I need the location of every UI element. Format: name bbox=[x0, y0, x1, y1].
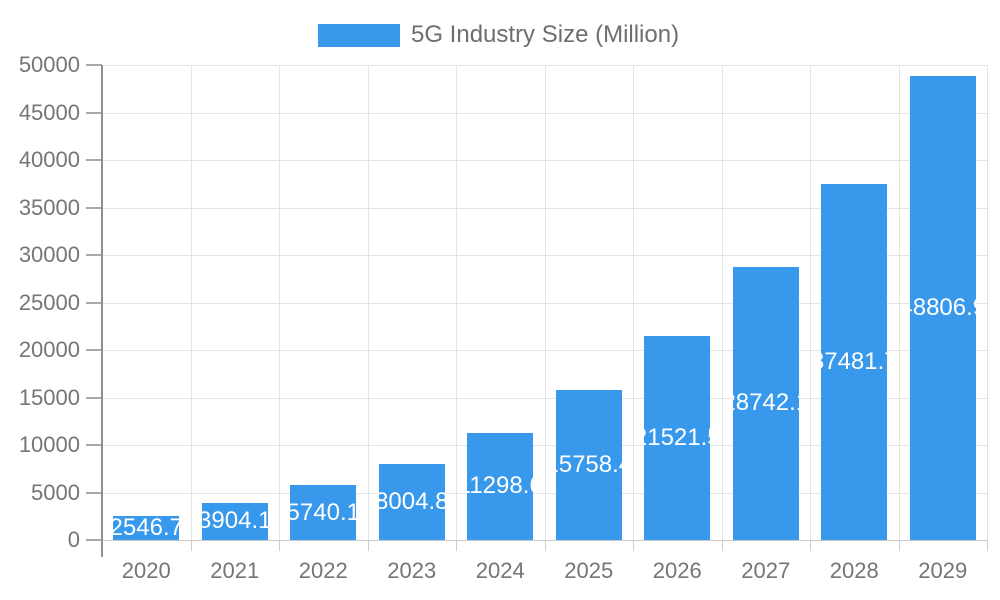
bar-value-label: 11298.6 bbox=[467, 472, 533, 500]
bar-value-label: 2546.7 bbox=[113, 515, 180, 540]
x-gridline bbox=[544, 65, 546, 540]
legend-swatch bbox=[318, 23, 400, 47]
y-axis-tick bbox=[86, 159, 102, 161]
x-gridline bbox=[810, 65, 811, 540]
x-axis-tick bbox=[987, 540, 988, 551]
x-axis-label: 2024 bbox=[475, 558, 525, 583]
y-axis-label: 0 bbox=[67, 527, 80, 552]
y-axis-tick bbox=[86, 206, 102, 209]
x-axis-tick bbox=[544, 540, 546, 551]
y-axis-tick bbox=[86, 349, 102, 351]
bar-value-label: 37481.7 bbox=[821, 347, 887, 375]
y-axis-label: 5000 bbox=[31, 479, 80, 505]
x-axis-label: 2026 bbox=[652, 558, 702, 583]
x-axis-label: 2023 bbox=[387, 558, 437, 583]
y-axis-label: 15000 bbox=[18, 384, 80, 410]
bar-2029[interactable]: 48806.9 bbox=[909, 76, 976, 540]
bar-value-label: 48806.9 bbox=[910, 294, 976, 322]
y-axis-label: 50000 bbox=[18, 52, 80, 77]
x-axis-tick bbox=[190, 540, 192, 551]
y-axis-tick bbox=[86, 254, 102, 256]
x-axis-label: 2021 bbox=[210, 558, 260, 583]
x-gridline bbox=[987, 65, 988, 540]
x-gridline bbox=[456, 65, 457, 540]
y-axis-tick bbox=[86, 444, 102, 446]
bar-value-label: 3904.1 bbox=[201, 507, 268, 535]
y-axis-label: 25000 bbox=[18, 289, 80, 315]
y-axis-label: 45000 bbox=[18, 99, 80, 125]
bar-2023[interactable]: 8004.8 bbox=[378, 463, 445, 540]
x-axis-tick bbox=[721, 540, 723, 551]
x-axis-label: 2022 bbox=[298, 558, 348, 583]
y-axis-label: 40000 bbox=[18, 147, 80, 172]
x-axis-tick bbox=[633, 540, 634, 551]
x-axis-label: 2025 bbox=[564, 558, 614, 583]
x-axis-tick bbox=[279, 540, 280, 551]
bar-2027[interactable]: 28742.1 bbox=[732, 266, 799, 540]
y-axis-tick bbox=[86, 111, 102, 114]
bar-2022[interactable]: 5740.1 bbox=[290, 485, 357, 540]
y-axis-tick bbox=[86, 491, 102, 494]
bar-2020[interactable]: 2546.7 bbox=[113, 515, 180, 540]
x-axis-tick bbox=[898, 540, 900, 551]
x-gridline bbox=[190, 65, 192, 540]
x-axis-label: 2020 bbox=[121, 558, 171, 583]
x-gridline bbox=[633, 65, 634, 540]
x-axis-label: 2029 bbox=[918, 558, 968, 583]
y-axis-label: 20000 bbox=[18, 337, 80, 362]
bar-2021[interactable]: 3904.1 bbox=[201, 502, 268, 540]
bar-2025[interactable]: 15758.4 bbox=[555, 390, 622, 540]
y-axis-line bbox=[101, 65, 103, 557]
y-axis-label: 30000 bbox=[18, 242, 80, 267]
x-gridline bbox=[898, 65, 900, 540]
bar-2026[interactable]: 21521.5 bbox=[644, 335, 711, 540]
bar-value-label: 15758.4 bbox=[556, 451, 622, 479]
x-axis-tick bbox=[456, 540, 457, 551]
y-axis-tick bbox=[86, 539, 102, 541]
x-axis-label: 2028 bbox=[829, 558, 879, 583]
bar-value-label: 8004.8 bbox=[378, 487, 445, 515]
y-axis-tick bbox=[86, 301, 102, 304]
x-axis-tick bbox=[367, 540, 369, 551]
legend-item[interactable]: 5G Industry Size (Million) bbox=[318, 21, 679, 49]
y-axis-label: 10000 bbox=[18, 432, 80, 457]
bar-value-label: 5740.1 bbox=[290, 498, 357, 526]
x-gridline bbox=[279, 65, 280, 540]
x-gridline bbox=[721, 65, 723, 540]
y-axis-tick bbox=[86, 64, 102, 66]
legend-label: 5G Industry Size (Million) bbox=[411, 21, 680, 48]
bar-2028[interactable]: 37481.7 bbox=[821, 183, 888, 540]
bar-value-label: 28742.1 bbox=[733, 389, 799, 417]
x-axis-label: 2027 bbox=[741, 558, 791, 583]
bar-value-label: 21521.5 bbox=[644, 423, 710, 451]
y-axis-tick bbox=[86, 396, 102, 399]
x-axis-tick bbox=[810, 540, 811, 551]
bar-2024[interactable]: 11298.6 bbox=[467, 432, 534, 540]
x-gridline bbox=[367, 65, 369, 540]
y-axis-label: 35000 bbox=[18, 194, 80, 220]
